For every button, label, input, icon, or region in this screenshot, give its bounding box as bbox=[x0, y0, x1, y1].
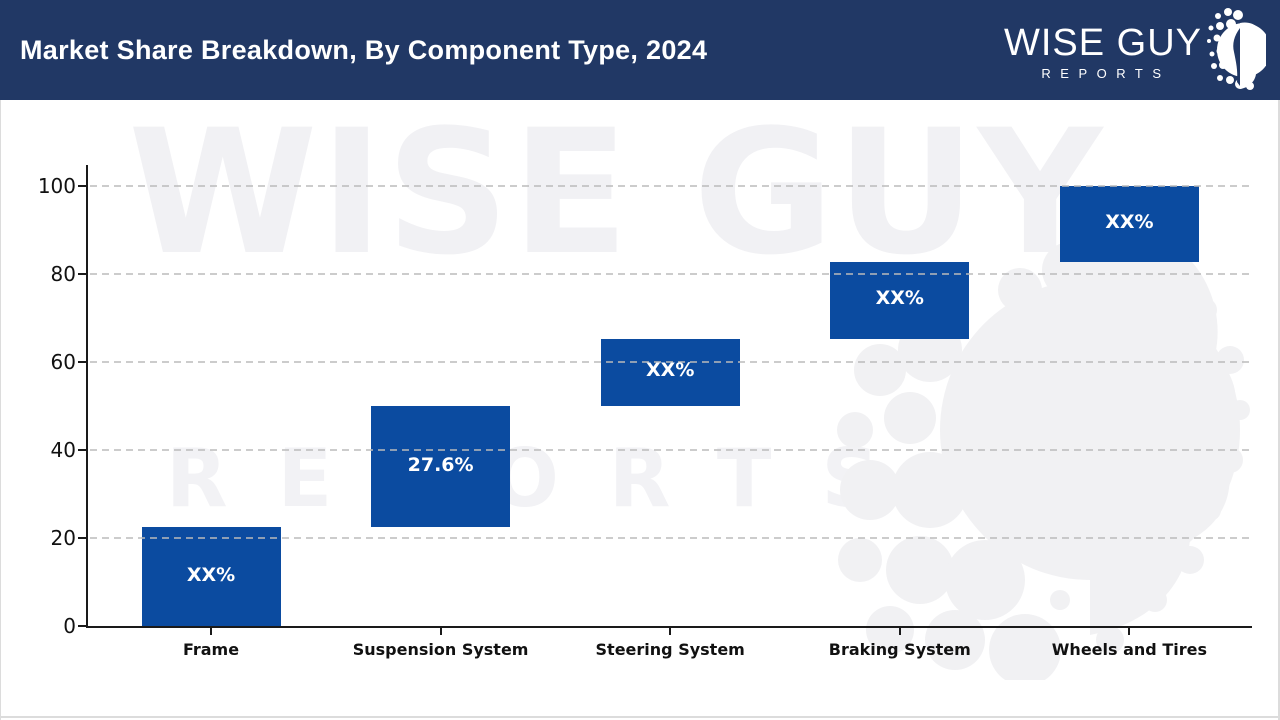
y-tick-label: 0 bbox=[63, 614, 76, 638]
bar-segment bbox=[600, 338, 740, 406]
watermark-head-icon bbox=[760, 160, 1270, 686]
y-tick-label: 80 bbox=[50, 261, 76, 286]
gridline bbox=[90, 536, 1252, 539]
x-axis-line bbox=[86, 626, 1252, 628]
bar-value-label: 27.6% bbox=[407, 453, 474, 476]
x-axis-tick bbox=[210, 628, 212, 635]
y-tick-label: 40 bbox=[50, 437, 76, 462]
right-border bbox=[1278, 100, 1280, 720]
y-axis-tick bbox=[78, 448, 86, 451]
y-axis-tick bbox=[78, 360, 86, 363]
y-axis-tick bbox=[78, 272, 86, 275]
category-label: Wheels and Tires bbox=[1051, 640, 1207, 659]
watermark-text-2: REPORTS bbox=[166, 432, 930, 525]
bar-value-label: XX% bbox=[186, 563, 236, 586]
head-silhouette-icon bbox=[1204, 6, 1271, 98]
x-axis-tick bbox=[669, 628, 672, 635]
bottom-border bbox=[0, 716, 1280, 718]
y-tick-label: 60 bbox=[50, 349, 76, 374]
gridline bbox=[90, 448, 1252, 451]
logo-text: WISE GUY REPORTS bbox=[1004, 24, 1202, 80]
header-bar: Market Share Breakdown, By Component Typ… bbox=[0, 0, 1280, 100]
gridline bbox=[90, 184, 1252, 187]
y-axis-tick bbox=[78, 184, 86, 187]
bar-segment bbox=[371, 405, 511, 528]
category-label: Braking System bbox=[828, 640, 971, 659]
y-axis-tick bbox=[78, 536, 86, 539]
left-border bbox=[0, 100, 1, 720]
x-axis-tick bbox=[439, 628, 442, 635]
y-tick-label: 100 bbox=[37, 173, 76, 198]
logo-wordmark: WISE GUY bbox=[1003, 22, 1202, 64]
gridline bbox=[90, 272, 1252, 275]
plot-area: WISE GUY REPORTS bbox=[0, 92, 1280, 720]
y-axis-line bbox=[86, 164, 88, 628]
bar-value-label: XX% bbox=[875, 287, 924, 310]
x-axis-tick bbox=[898, 628, 901, 635]
category-label: Frame bbox=[182, 640, 240, 659]
bar-segment bbox=[1059, 185, 1199, 262]
bar-value-label: XX% bbox=[1105, 210, 1154, 233]
page-title: Market Share Breakdown, By Component Typ… bbox=[20, 34, 708, 65]
bar-value-label: XX% bbox=[646, 359, 695, 382]
y-tick-label: 20 bbox=[50, 525, 76, 550]
x-axis-tick bbox=[1128, 628, 1131, 635]
y-axis-tick bbox=[78, 625, 86, 627]
category-label: Suspension System bbox=[352, 640, 529, 659]
wise-guy-logo: WISE GUY REPORTS bbox=[1004, 6, 1271, 98]
logo-subtitle: REPORTS bbox=[1041, 66, 1171, 81]
bar-segment bbox=[141, 527, 281, 626]
gridline bbox=[90, 360, 1252, 363]
category-label: Steering System bbox=[595, 640, 745, 659]
